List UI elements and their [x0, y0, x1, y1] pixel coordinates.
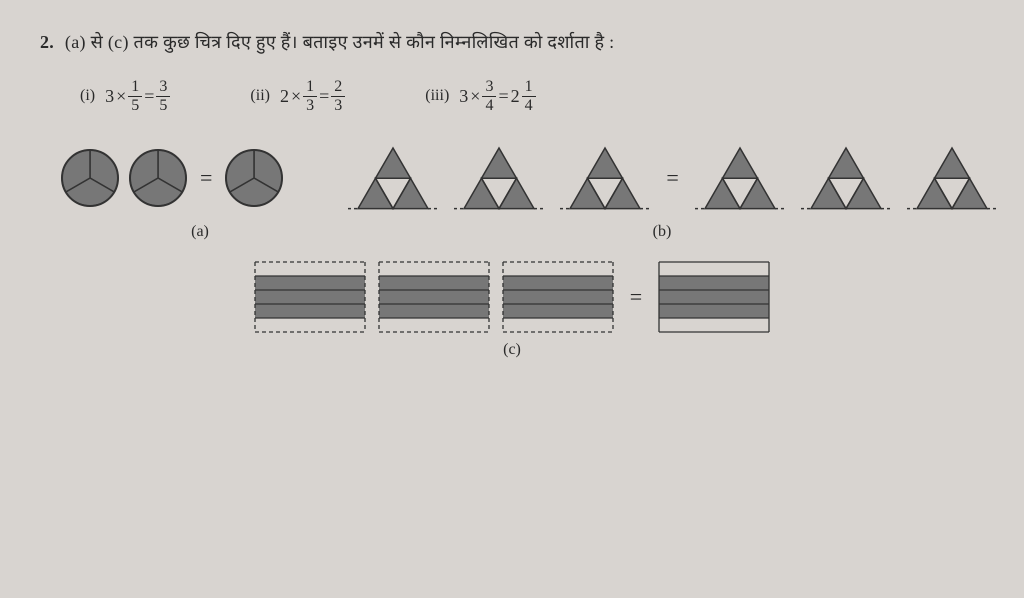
- times-sign: ×: [116, 86, 126, 107]
- times-sign: ×: [470, 86, 480, 107]
- eq-mult: 3: [105, 86, 114, 107]
- caption-a: (a): [60, 223, 340, 241]
- eq-rhs-whole: 2: [511, 86, 520, 107]
- circle-icon: [224, 148, 284, 208]
- eq-mult: 2: [280, 86, 289, 107]
- circle-icon: [60, 148, 120, 208]
- triangle-icon: [450, 144, 548, 213]
- eq-label: (ii): [250, 87, 270, 105]
- figure-b: =: [344, 144, 1000, 213]
- rect-icon: [502, 261, 614, 333]
- equals-sign: =: [630, 284, 642, 310]
- question-line: 2. (a) से (c) तक कुछ चित्र दिए हुए हैं। …: [40, 30, 984, 54]
- equation-i: (i) 3× 15 = 35: [80, 78, 170, 114]
- captions-row-ab: (a) (b): [60, 223, 984, 241]
- circle-icon: [128, 148, 188, 208]
- caption-b: (b): [340, 223, 984, 241]
- triangle-icon: [344, 144, 442, 213]
- rect-icon: [254, 261, 366, 333]
- rect-icon: [378, 261, 490, 333]
- eq-rhs-frac: 23: [331, 78, 345, 114]
- equations-row: (i) 3× 15 = 35 (ii) 2× 13 = 23 (iii) 3× …: [80, 78, 984, 114]
- equals-sign: =: [666, 165, 678, 191]
- equals-sign: =: [319, 86, 329, 107]
- equals-sign: =: [144, 86, 154, 107]
- eq-label: (iii): [425, 87, 449, 105]
- eq-lhs-frac: 13: [303, 78, 317, 114]
- eq-mult: 3: [459, 86, 468, 107]
- equals-sign: =: [498, 86, 508, 107]
- eq-math: 2× 13 = 23: [280, 78, 345, 114]
- triangle-icon: [691, 144, 789, 213]
- triangle-icon: [556, 144, 654, 213]
- triangle-icon: [903, 144, 1001, 213]
- equation-ii: (ii) 2× 13 = 23: [250, 78, 345, 114]
- caption-c: (c): [40, 341, 984, 359]
- figure-a: =: [60, 148, 284, 208]
- equation-iii: (iii) 3× 34 = 2 14: [425, 78, 535, 114]
- figures-row-ab: = =: [60, 144, 984, 213]
- eq-lhs-frac: 34: [482, 78, 496, 114]
- question-number: 2.: [40, 32, 54, 52]
- eq-rhs-frac: 14: [522, 78, 536, 114]
- eq-lhs-frac: 15: [128, 78, 142, 114]
- figure-c: =: [40, 261, 984, 333]
- times-sign: ×: [291, 86, 301, 107]
- eq-math: 3× 34 = 2 14: [459, 78, 535, 114]
- equals-sign: =: [200, 165, 212, 191]
- eq-rhs-frac: 35: [156, 78, 170, 114]
- eq-math: 3× 15 = 35: [105, 78, 170, 114]
- triangle-icon: [797, 144, 895, 213]
- rect-icon: [658, 261, 770, 333]
- eq-label: (i): [80, 87, 95, 105]
- question-text: (a) से (c) तक कुछ चित्र दिए हुए हैं। बता…: [65, 32, 615, 52]
